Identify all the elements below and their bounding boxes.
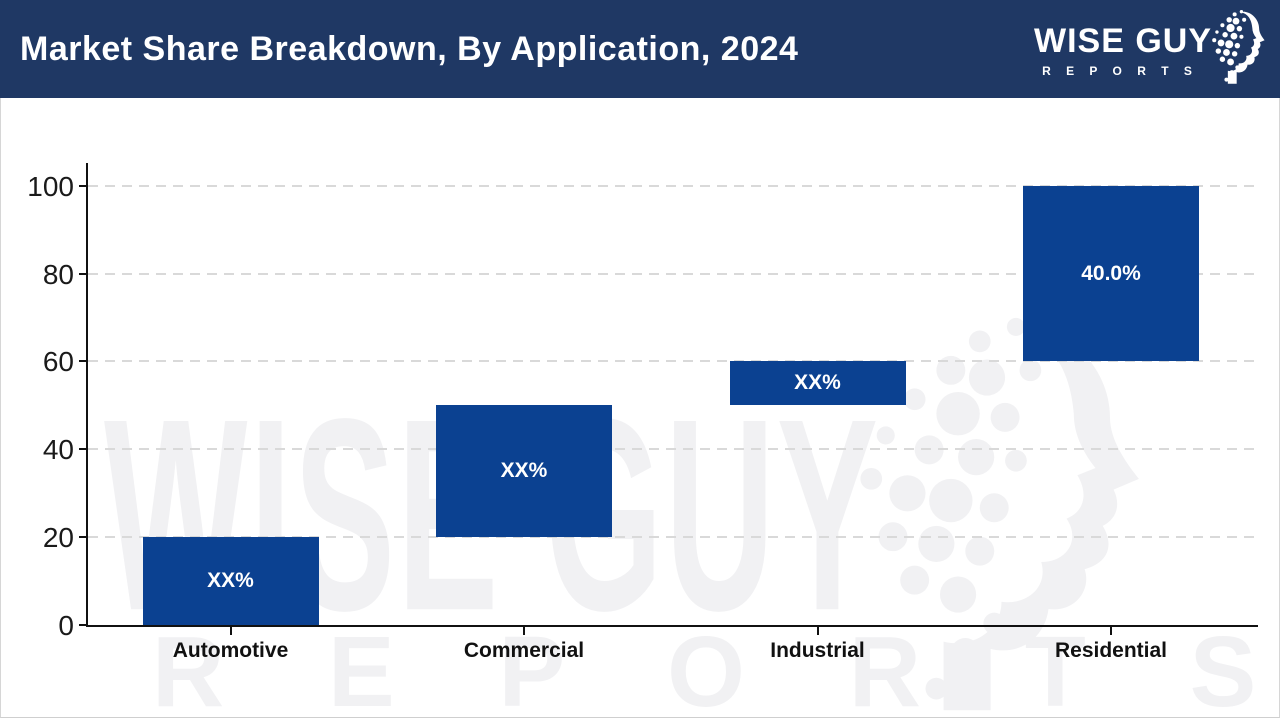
x-axis-line	[86, 625, 1258, 627]
x-tick-mark	[229, 627, 232, 635]
bar: XX%	[729, 361, 906, 406]
chart-canvas: WISE GUY R E P O R T S	[0, 98, 1280, 720]
x-tick-label: Residential	[1054, 639, 1168, 662]
y-tick-mark	[79, 360, 88, 363]
header-bar: Market Share Breakdown, By Application, …	[0, 0, 1280, 98]
y-tick-label: 0	[58, 610, 74, 641]
gridline	[88, 184, 1258, 187]
y-tick-mark	[79, 184, 88, 187]
bar-value-label: XX%	[207, 569, 254, 593]
y-tick-mark	[79, 448, 88, 451]
y-tick-mark	[79, 272, 88, 275]
gridline	[88, 272, 1258, 275]
gridline	[88, 360, 1258, 363]
y-tick-mark	[79, 536, 88, 539]
bar-value-label: XX%	[794, 371, 841, 395]
y-tick-label: 60	[42, 346, 74, 378]
bar-value-label: XX%	[500, 459, 548, 483]
bar: 40.0%	[1023, 185, 1199, 362]
bar-value-label: 40.0%	[1081, 261, 1141, 285]
x-tick-label: Industrial	[770, 639, 865, 662]
y-axis-line	[86, 163, 88, 627]
x-tick-label: Commercial	[463, 639, 585, 662]
y-tick-label: 80	[42, 258, 74, 290]
wiseguy-head-icon	[1212, 9, 1265, 84]
x-tick-mark	[523, 627, 525, 635]
wiseguy-logo-text: WISE GUY R E P O R T S	[1034, 22, 1213, 78]
watermark-head-icon	[860, 317, 1139, 711]
chart-title: Market Share Breakdown, By Application, …	[20, 29, 799, 68]
bar: XX%	[436, 405, 612, 538]
wiseguy-logo-line1: WISE GUY	[1034, 22, 1213, 60]
wiseguy-logo-line2: R E P O R T S	[1042, 64, 1198, 78]
x-tick-mark	[816, 627, 819, 635]
gridline	[88, 448, 1258, 451]
x-tick-mark	[1110, 627, 1112, 635]
wiseguy-logo: WISE GUY R E P O R T S	[1034, 4, 1270, 94]
y-tick-label: 40	[42, 434, 74, 466]
y-tick-label: 20	[42, 522, 74, 554]
bar: XX%	[142, 537, 319, 625]
watermark-text-reports: R E P O R T S	[152, 616, 1280, 720]
y-tick-mark	[79, 624, 88, 626]
y-tick-label: 100	[27, 170, 74, 202]
gridline	[88, 536, 1258, 539]
x-tick-label: Automotive	[172, 639, 289, 662]
